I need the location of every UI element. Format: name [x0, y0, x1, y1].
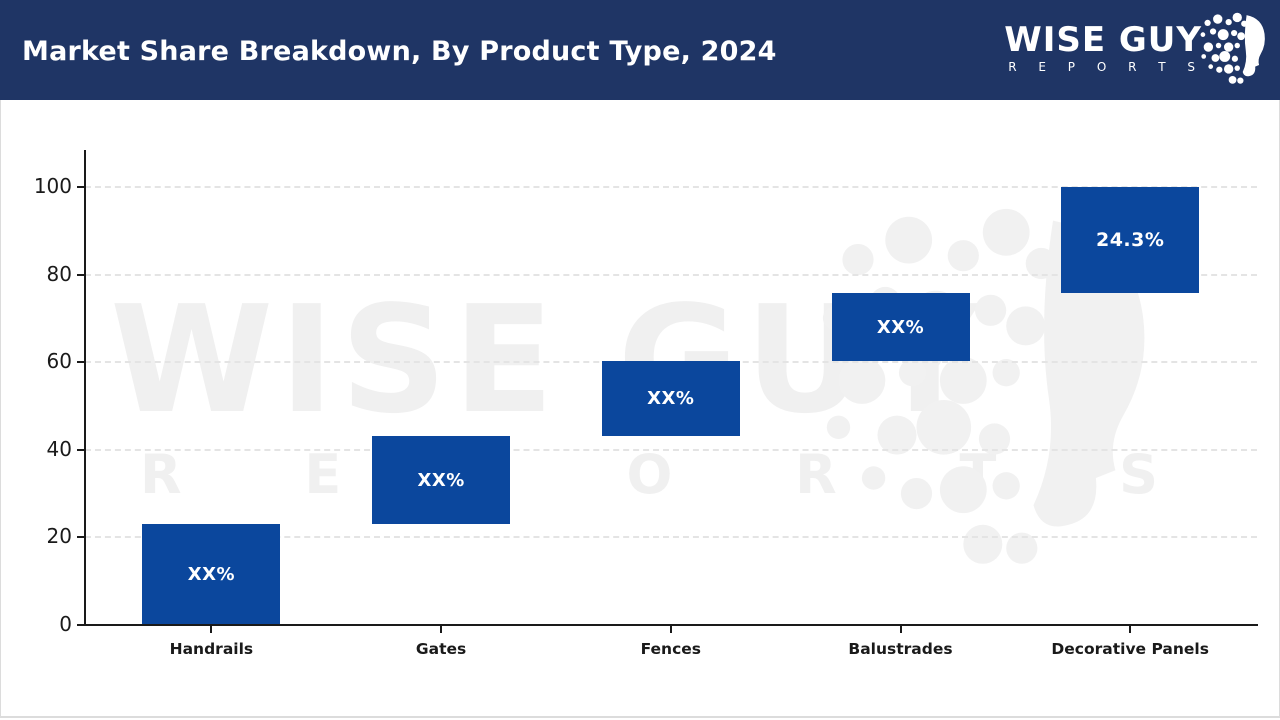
gridline [85, 448, 1257, 451]
y-tick-mark [77, 448, 85, 451]
x-tick-label: Balustrades [848, 640, 953, 658]
gridline [85, 273, 1257, 276]
bar-gates: XX% [372, 435, 511, 525]
bar-value-label: XX% [417, 469, 465, 491]
bar-balustrades: XX% [831, 293, 970, 362]
gridline [85, 536, 1257, 539]
bottom-edge-line [0, 716, 1280, 718]
face-profile-icon [1192, 10, 1270, 92]
y-axis-line [84, 150, 86, 626]
y-tick-mark [77, 186, 85, 188]
gridline [85, 186, 1257, 188]
bar-fences: XX% [601, 361, 740, 436]
x-tick-label: Decorative Panels [1051, 640, 1209, 658]
y-tick-label: 80 [46, 261, 72, 286]
y-tick-label: 60 [46, 349, 72, 374]
y-tick-mark [77, 624, 85, 626]
y-tick-mark [77, 273, 85, 276]
x-tick-mark [669, 626, 672, 633]
x-tick-mark [440, 626, 443, 633]
header-bar: Market Share Breakdown, By Product Type,… [0, 0, 1280, 100]
bar-value-label: XX% [647, 388, 695, 410]
x-axis-line [84, 624, 1258, 626]
left-edge-line [0, 100, 1, 718]
y-tick-mark [77, 361, 85, 364]
x-tick-mark [1129, 626, 1132, 633]
brand-logo-text: WISE GUY R E P O R T S [1002, 22, 1204, 74]
bar-value-label: XX% [876, 316, 925, 338]
brand-subname: R E P O R T S [1008, 60, 1204, 74]
x-tick-label: Fences [640, 640, 702, 658]
y-tick-mark [77, 536, 85, 539]
x-tick-label: Handrails [169, 640, 254, 658]
y-tick-label: 40 [46, 436, 72, 461]
page-title: Market Share Breakdown, By Product Type,… [22, 36, 777, 67]
brand-name: WISE GUY [1004, 20, 1203, 60]
bar-value-label: XX% [187, 564, 236, 586]
bar-value-label: 24.3% [1095, 229, 1165, 252]
y-tick-label: 20 [46, 524, 72, 549]
x-tick-mark [899, 626, 902, 633]
y-tick-label: 100 [33, 174, 72, 198]
bar-handrails: XX% [142, 524, 281, 625]
brand-logo: WISE GUY R E P O R T S [1004, 6, 1266, 96]
x-tick-mark [210, 626, 213, 633]
y-tick-label: 0 [59, 612, 72, 636]
bar-decorative-panels: 24.3% [1061, 187, 1200, 294]
x-tick-label: Gates [415, 640, 467, 658]
